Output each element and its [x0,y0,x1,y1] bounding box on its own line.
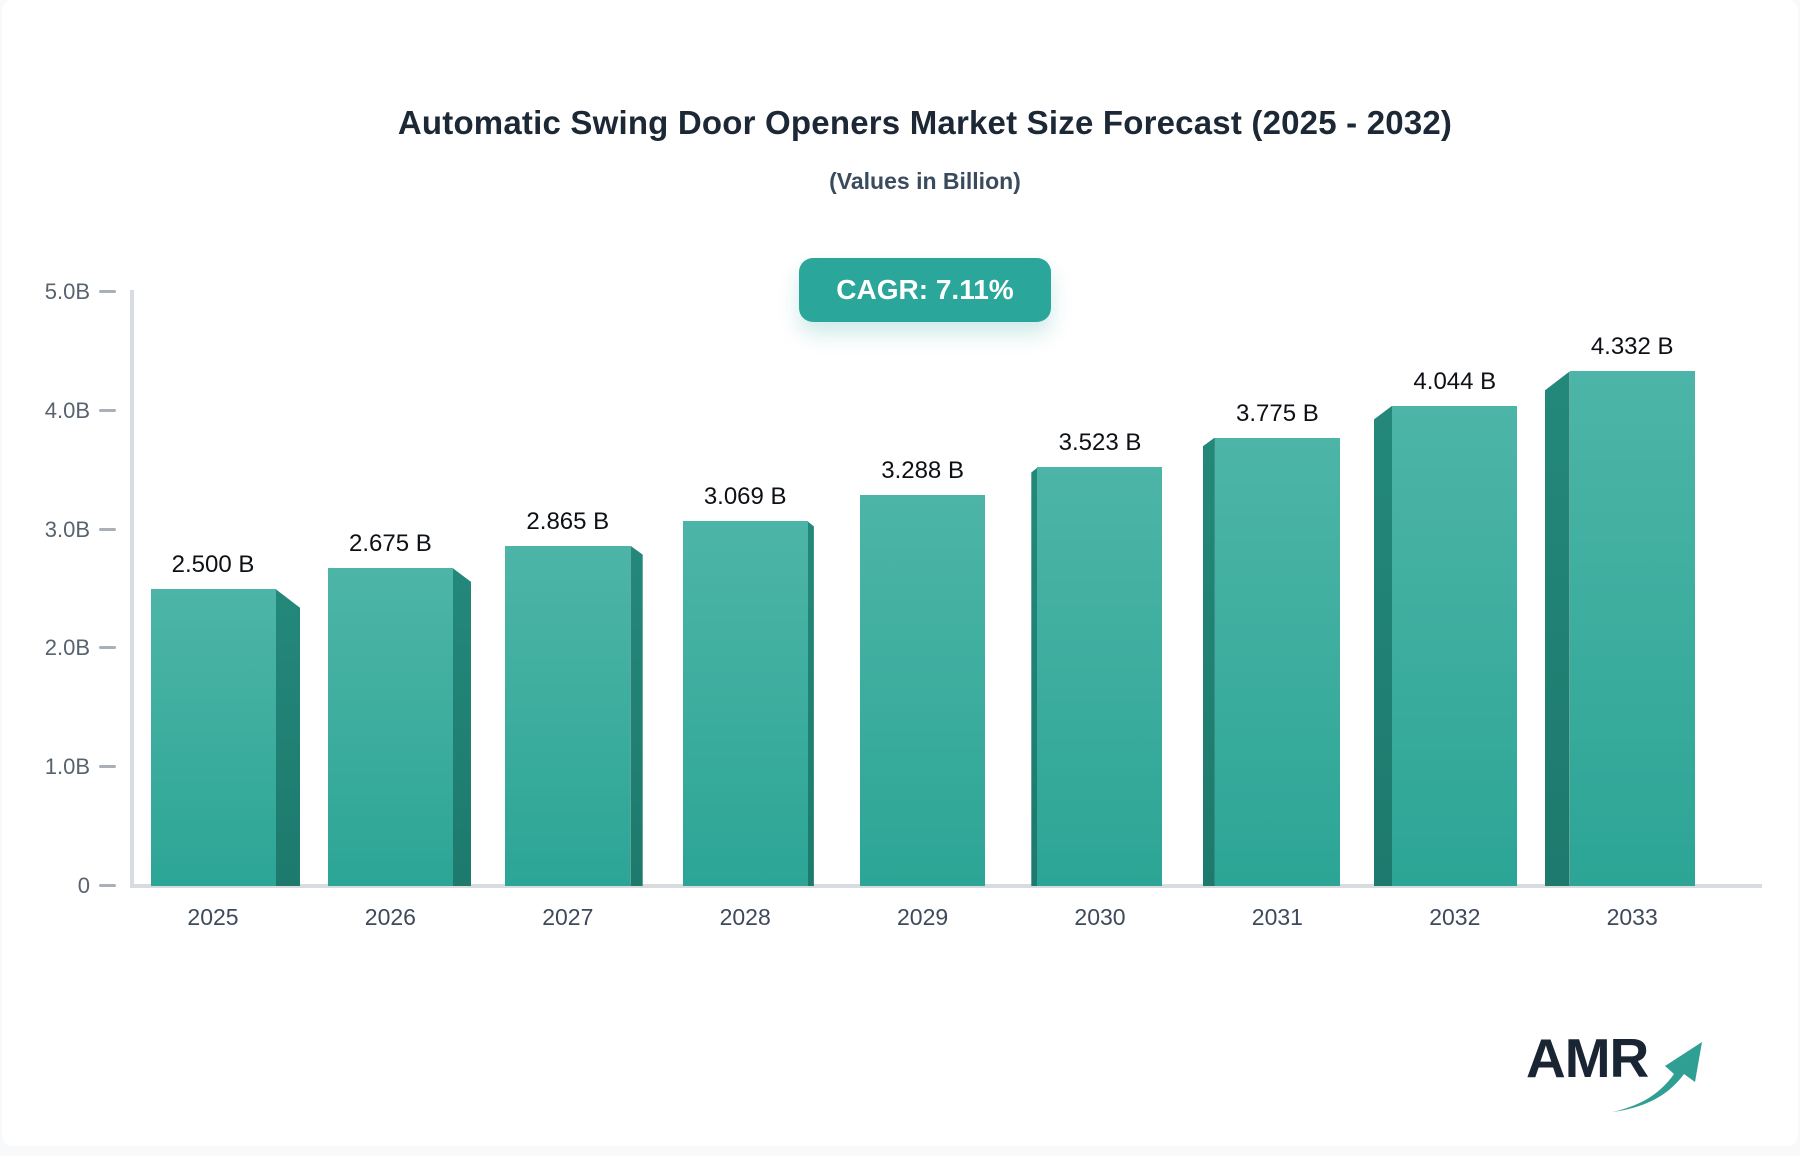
bar-value-label: 2.675 B [349,530,432,558]
x-tick-label: 2025 [187,904,239,930]
bar-side-face [275,589,301,886]
y-tick-mark [99,290,116,293]
bar-front-face [150,589,276,886]
bar-2031 [1202,437,1340,886]
bar-side-face [1202,437,1215,886]
y-tick-label: 5.0B [44,279,90,304]
page-title: Automatic Swing Door Openers Market Size… [397,104,1453,141]
bar-front-face [505,545,631,886]
y-tick-label: 2.0B [44,635,90,661]
bar-value-label: 3.288 B [881,457,964,485]
bar-side-face [1031,467,1038,886]
bar-value-label: 3.775 B [1236,399,1319,427]
y-tick-mark [99,646,116,650]
y-tick-label: 4.0B [44,397,90,423]
y-tick-mark [99,527,116,531]
y-tick-label: 0 [77,873,90,898]
x-tick-label: 2033 [1606,904,1658,930]
x-tick-label: 2027 [542,904,594,930]
x-tick-label: 2028 [719,904,771,930]
y-tick-label: 1.0B [44,754,90,780]
bar-2028 [682,521,814,886]
bar-2026 [327,568,472,886]
bar-value-label: 3.069 B [703,483,787,511]
bar-front-face [1037,467,1163,886]
bar-side-face [452,568,472,886]
y-axis-line [130,290,134,888]
bar-side-face [807,521,814,886]
x-tick-label: 2029 [897,904,949,930]
page-subtitle: (Values in Billion) [829,168,1021,194]
x-tick-label: 2031 [1251,904,1303,930]
bar-front-face [860,495,986,886]
bar-2032 [1373,405,1518,886]
bar-value-label: 2.500 B [171,551,255,578]
bar-2025 [150,589,301,886]
brand-logo: AMR [1526,1028,1736,1114]
bar-front-face [1392,405,1518,886]
bar-value-label: 2.865 B [526,507,610,535]
bar-front-face [682,521,808,886]
x-tick-label: 2030 [1074,904,1126,930]
growth-arrow-icon [1612,1042,1702,1112]
bar-side-face [630,545,643,886]
bar-value-label: 4.044 B [1413,367,1497,395]
x-axis-baseline [130,884,1762,888]
bar-2030 [1031,467,1163,886]
bar-side-face [1544,371,1570,886]
y-tick-mark [99,765,116,769]
bar-2033 [1544,371,1695,886]
bar-value-label: 4.332 B [1590,333,1674,361]
bar-2029 [860,495,986,886]
logo-text: AMR [1526,1027,1649,1089]
bar-value-label: 3.523 B [1058,429,1142,457]
bar-front-face [1214,437,1340,886]
y-tick-mark [99,884,116,887]
y-tick-label: 3.0B [44,516,90,542]
y-tick-mark [99,408,116,412]
bar-front-face [1569,371,1695,886]
bar-2027 [505,545,643,886]
bar-side-face [1373,405,1393,886]
bar-front-face [327,568,453,886]
x-tick-label: 2026 [364,904,416,930]
cagr-badge: CAGR: 7.11% [799,258,1051,322]
x-tick-label: 2032 [1429,904,1481,930]
